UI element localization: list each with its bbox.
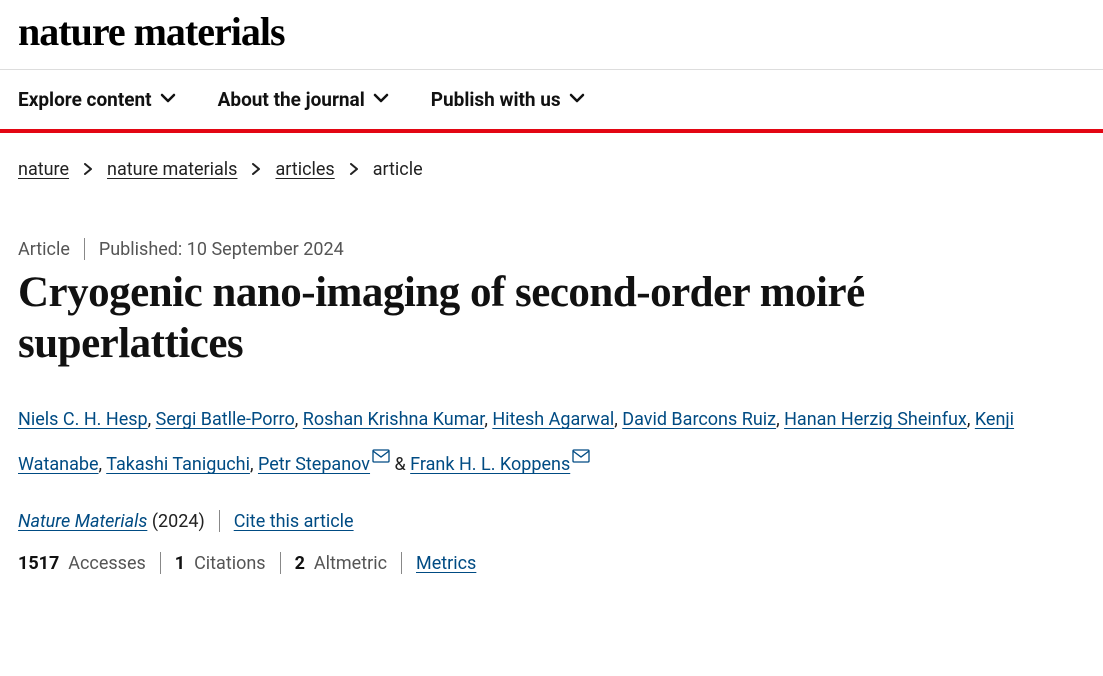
nav-label: Publish with us: [431, 88, 561, 111]
chevron-right-icon: [83, 159, 93, 180]
mail-icon[interactable]: [372, 439, 390, 477]
chevron-down-icon: [160, 88, 176, 111]
journal-citation-row: Nature Materials (2024) Cite this articl…: [0, 484, 1103, 532]
altmetric-metric: 2 Altmetric: [295, 553, 387, 574]
accesses-metric: 1517 Accesses: [18, 553, 146, 574]
nav-label: About the journal: [218, 88, 365, 111]
divider: [401, 552, 402, 574]
divider: [84, 238, 85, 260]
breadcrumb-link-nature[interactable]: nature: [18, 159, 69, 180]
divider: [280, 552, 281, 574]
nav-explore-content[interactable]: Explore content: [18, 88, 176, 111]
author-link[interactable]: Hitesh Agarwal: [492, 409, 614, 430]
author-list: Niels C. H. Hesp, Sergi Batlle-Porro, Ro…: [0, 375, 1103, 484]
article-meta: Article Published: 10 September 2024: [0, 190, 1103, 260]
chevron-right-icon: [349, 159, 359, 180]
nav-label: Explore content: [18, 88, 152, 111]
author-link[interactable]: Sergi Batlle-Porro: [156, 409, 295, 430]
metrics-row: 1517 Accesses 1 Citations 2 Altmetric Me…: [0, 532, 1103, 584]
journal-year: (2024): [152, 511, 205, 532]
journal-link[interactable]: Nature Materials: [18, 511, 147, 532]
nav-publish-with-us[interactable]: Publish with us: [431, 88, 585, 111]
author-link[interactable]: Takashi Taniguchi: [106, 454, 250, 475]
cite-article-link[interactable]: Cite this article: [234, 511, 354, 532]
author-link[interactable]: Hanan Herzig Sheinfux: [784, 409, 967, 430]
divider: [160, 552, 161, 574]
chevron-down-icon: [373, 88, 389, 111]
nav-about-journal[interactable]: About the journal: [218, 88, 389, 111]
author-link[interactable]: David Barcons Ruiz: [622, 409, 776, 430]
published-date: Published: 10 September 2024: [99, 239, 344, 260]
chevron-right-icon: [251, 159, 261, 180]
citations-metric: 1 Citations: [175, 553, 266, 574]
divider: [219, 510, 220, 532]
author-link[interactable]: Niels C. H. Hesp: [18, 409, 148, 430]
breadcrumb-link-nature-materials[interactable]: nature materials: [107, 159, 237, 180]
journal-logo[interactable]: nature materials: [0, 0, 1103, 69]
breadcrumb-link-articles[interactable]: articles: [275, 159, 334, 180]
author-link[interactable]: Frank H. L. Koppens: [410, 454, 570, 475]
breadcrumb-current: article: [373, 159, 423, 180]
mail-icon[interactable]: [572, 439, 590, 477]
metrics-link[interactable]: Metrics: [416, 553, 476, 574]
article-type: Article: [18, 239, 70, 260]
author-link[interactable]: Petr Stepanov: [258, 454, 370, 475]
primary-nav: Explore content About the journal Publis…: [0, 70, 1103, 133]
chevron-down-icon: [569, 88, 585, 111]
author-link[interactable]: Roshan Krishna Kumar: [303, 409, 485, 430]
breadcrumb: nature nature materials articles article: [0, 133, 1103, 190]
article-title: Cryogenic nano-imaging of second-order m…: [0, 260, 1103, 375]
